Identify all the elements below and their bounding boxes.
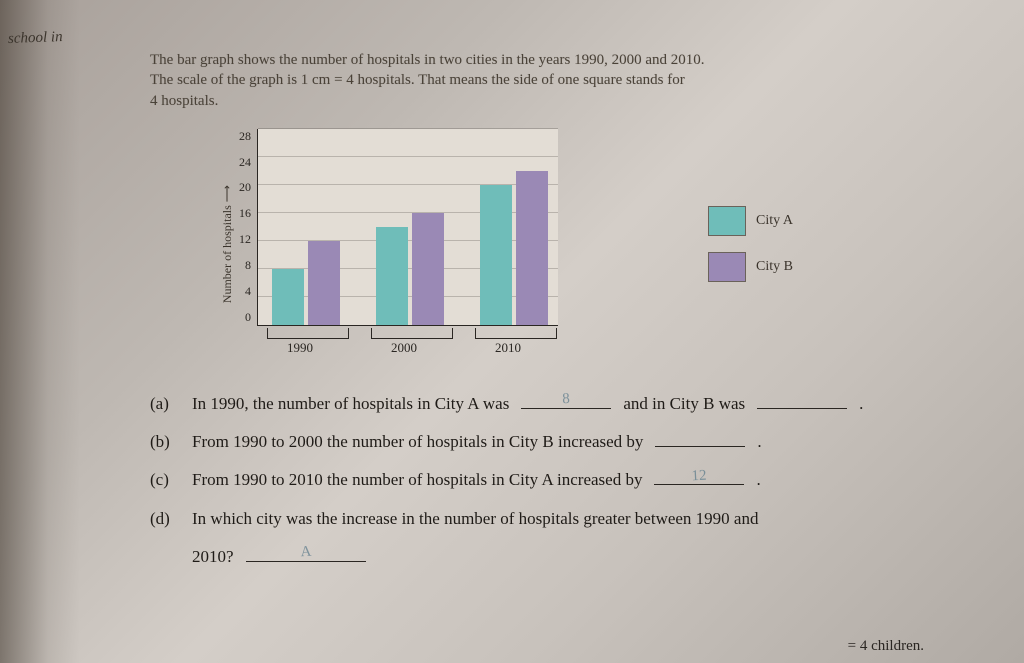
gridline xyxy=(258,212,558,213)
question-a: (a) In 1990, the number of hospitals in … xyxy=(150,388,934,420)
bar-city-a-1990 xyxy=(272,269,304,325)
question-c-label: (c) xyxy=(150,464,184,496)
gridline xyxy=(258,184,558,185)
blank-a2 xyxy=(757,389,847,409)
gridline xyxy=(258,240,558,241)
question-a-label: (a) xyxy=(150,388,184,420)
margin-prev-page-text: school in xyxy=(8,29,63,48)
page-content: The bar graph shows the number of hospit… xyxy=(0,0,1024,609)
bar-chart: Number of hospitals ⟶ 28 24 20 16 12 8 4 0 1990… xyxy=(220,129,558,360)
y-tick: 0 xyxy=(239,310,251,325)
y-tick: 24 xyxy=(239,155,251,170)
intro-line-2: The scale of the graph is 1 cm = 4 hospi… xyxy=(150,70,934,90)
x-bracket-1990 xyxy=(267,328,349,339)
question-d-text-2: 2010? xyxy=(192,541,234,573)
swatch-city-a xyxy=(708,206,746,236)
blank-c: 12 xyxy=(654,466,744,486)
bar-city-b-2010 xyxy=(516,171,548,325)
question-d-line2: 2010? A xyxy=(150,541,934,573)
bar-city-a-2010 xyxy=(480,185,512,325)
handwriting-d: A xyxy=(299,538,311,567)
bar-city-b-2000 xyxy=(412,213,444,325)
question-b-label: (b) xyxy=(150,426,184,458)
x-axis: 1990 2000 2010 xyxy=(257,326,557,360)
blank-a1: 8 xyxy=(521,389,611,409)
blank-b xyxy=(655,427,745,447)
question-d-label: (d) xyxy=(150,503,184,535)
x-label-1990: 1990 xyxy=(287,340,313,356)
x-bracket-2010 xyxy=(475,328,557,339)
question-b: (b) From 1990 to 2000 the number of hosp… xyxy=(150,426,934,458)
handwriting-c: 12 xyxy=(691,461,707,490)
y-tick: 28 xyxy=(239,129,251,144)
question-a-text-2: and in City B was xyxy=(623,388,745,420)
question-d-text-1: In which city was the increase in the nu… xyxy=(192,503,758,535)
y-tick: 20 xyxy=(239,180,251,195)
question-b-text-1: From 1990 to 2000 the number of hospital… xyxy=(192,426,643,458)
question-c: (c) From 1990 to 2010 the number of hosp… xyxy=(150,464,934,496)
legend-label-city-a: City A xyxy=(756,213,793,229)
y-tick: 16 xyxy=(239,206,251,221)
swatch-city-b xyxy=(708,252,746,282)
y-tick: 8 xyxy=(239,258,251,273)
intro-line-1: The bar graph shows the number of hospit… xyxy=(150,52,704,68)
chart-plot-area xyxy=(257,129,558,326)
legend-label-city-b: City B xyxy=(756,259,793,275)
chart-and-legend: Number of hospitals ⟶ 28 24 20 16 12 8 4 0 1990… xyxy=(220,129,934,360)
question-a-text-1: In 1990, the number of hospitals in City… xyxy=(192,388,509,420)
question-c-text-1: From 1990 to 2010 the number of hospital… xyxy=(192,464,642,496)
y-tick: 4 xyxy=(239,284,251,299)
intro-line-3: 4 hospitals. xyxy=(150,91,934,111)
blank-d: A xyxy=(246,542,366,562)
chart-legend: City A City B xyxy=(708,206,793,282)
bar-city-b-1990 xyxy=(308,241,340,325)
x-label-2000: 2000 xyxy=(391,340,417,356)
y-tick: 12 xyxy=(239,232,251,247)
y-axis-ticks: 28 24 20 16 12 8 4 0 xyxy=(239,129,257,325)
next-page-fragment: = 4 children. xyxy=(848,638,924,655)
y-axis-label: Number of hospitals ⟶ xyxy=(220,185,235,303)
gridline xyxy=(258,156,558,157)
questions-block: (a) In 1990, the number of hospitals in … xyxy=(150,388,934,573)
x-label-2010: 2010 xyxy=(495,340,521,356)
handwriting-a1: 8 xyxy=(562,385,571,414)
question-d: (d) In which city was the increase in th… xyxy=(150,503,934,535)
x-bracket-2000 xyxy=(371,328,453,339)
bar-city-a-2000 xyxy=(376,227,408,325)
legend-item-city-a: City A xyxy=(708,206,793,236)
gridline xyxy=(258,128,558,129)
legend-item-city-b: City B xyxy=(708,252,793,282)
intro-paragraph: The bar graph shows the number of hospit… xyxy=(150,50,934,111)
